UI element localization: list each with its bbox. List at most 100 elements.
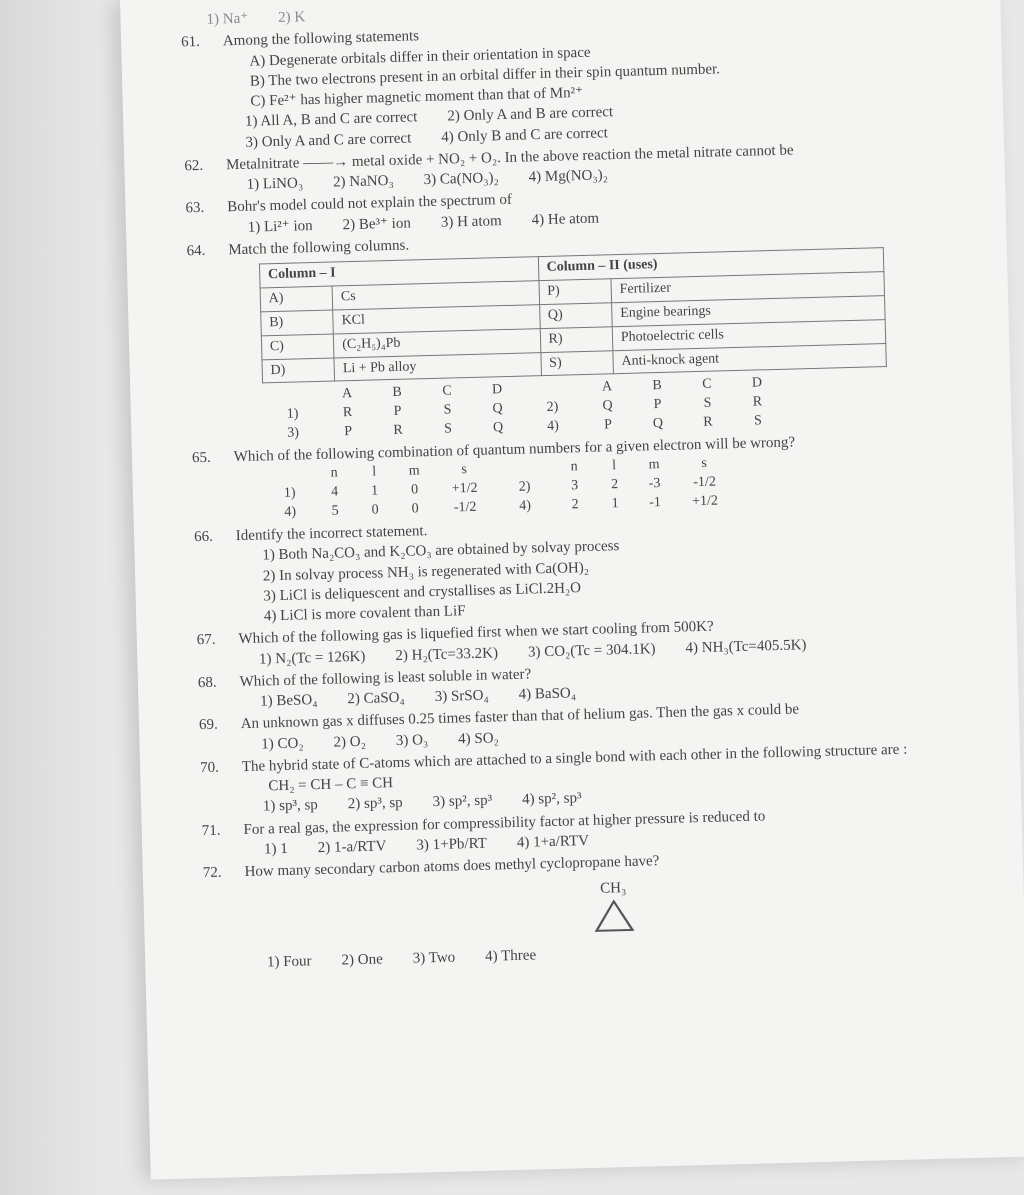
v: 2 [594,476,634,496]
h: C [682,376,732,396]
q69-o2: 2) O₂ [333,731,366,752]
q62-o3: 3) Ca(NO₃)₂ [423,168,499,190]
h: D [732,374,782,394]
v: 3 [554,477,594,497]
h: n [554,458,594,478]
c: Q) [539,303,612,329]
h: A [582,378,632,398]
q62-num: 62. [184,155,223,176]
q70-o2: 2) sp³, sp [348,793,403,815]
h: l [354,463,394,483]
v: -1/2 [435,499,495,519]
h: B [632,377,682,397]
v: P [372,403,422,423]
q67-o2: 2) H₂(Tc=33.2K) [395,643,498,666]
q67-num: 67. [197,630,236,651]
q67-o4: 4) NH₃(Tc=405.5K) [685,635,806,658]
q63-o2: 2) Be³⁺ ion [342,213,411,235]
q69-o1: 1) CO₂ [261,733,304,754]
v: -1/2 [674,473,734,493]
h: m [394,462,434,482]
v: -3 [634,475,674,495]
v: 5 [315,502,355,522]
n: 4) [495,497,555,517]
q61-o3: 3) Only A and C are correct [245,128,411,153]
q68-num: 68. [198,672,237,693]
v: S [423,420,473,440]
v: R [373,421,423,441]
q62-o4: 4) Mg(NO₃)₂ [528,165,608,187]
q60-opt2: 2) K [278,9,305,26]
h: A [322,385,372,405]
q66-num: 66. [194,526,233,547]
q61-o4: 4) Only B and C are correct [441,123,608,148]
q71-o4: 4) 1+a/RTV [517,831,590,853]
q72-o4: 4) Three [485,945,536,967]
c: P) [539,279,612,305]
q67-o3: 3) CO₂(Tc = 304.1K) [528,639,656,663]
c: B) [260,310,333,336]
v: 2 [555,496,595,516]
q72-num: 72. [203,862,242,883]
q69-o4: 4) SO₂ [458,728,499,749]
q70-num: 70. [200,757,239,778]
v: P [632,396,682,416]
q61: 61. Among the following statements A) De… [181,12,964,154]
v: S [682,394,732,414]
q63-o3: 3) H atom [441,211,502,233]
n: 1) [262,405,322,425]
q68-o3: 3) SrSO₄ [434,686,489,708]
q71-o1: 1) 1 [264,839,288,860]
q69-o3: 3) O₃ [396,730,429,751]
v: Q [473,419,523,439]
c: R) [540,326,613,352]
v: +1/2 [675,492,735,512]
q64: 64. Match the following columns. Column … [186,221,971,447]
q60-opt1: 1) Na⁺ [206,11,248,28]
n: 2) [522,398,582,418]
v: 0 [394,481,434,501]
q72-o3: 3) Two [413,947,456,968]
v: Q [582,397,632,417]
q72-o2: 2) One [341,949,383,970]
h: D [472,381,522,401]
c: A) [260,286,333,312]
page-edge [0,0,130,1195]
q62-o1: 1) LiNO₃ [246,173,303,195]
n: 4) [523,417,583,437]
q68-o4: 4) BaSO₄ [518,683,576,705]
n: 2) [494,478,554,498]
q72-structure: CH₃ [245,869,982,947]
v: 1 [595,495,635,515]
v: Q [633,415,683,435]
q63-num: 63. [185,198,224,219]
h: l [594,457,634,477]
h: s [434,461,494,481]
v: 1 [354,482,394,502]
q69-num: 69. [199,714,238,735]
q70-o4: 4) sp², sp³ [522,788,582,810]
q70-o1: 1) sp³, sp [263,795,318,817]
h: B [372,384,422,404]
h: n [314,464,354,484]
h: m [634,456,674,476]
q63-o4: 4) He atom [531,208,599,230]
v: S [422,401,472,421]
q71-num: 71. [202,820,241,841]
q72-o1: 1) Four [267,951,312,972]
n: 1) [265,484,315,504]
v: S [733,412,783,432]
q67-o1: 1) N₂(Tc = 126K) [259,646,366,669]
h: C [422,382,472,402]
v: 4 [314,483,354,503]
v: -1 [635,494,675,514]
q71-o3: 3) 1+Pb/RT [416,833,487,855]
q71-o2: 2) 1-a/RTV [318,836,387,858]
v: 0 [395,500,435,520]
c: S) [540,350,613,376]
v: R [732,393,782,413]
q64-num: 64. [186,240,225,261]
q62-o2: 2) NaNO₃ [333,171,394,193]
v: R [322,404,372,424]
q66: 66. Identify the incorrect statement. 1)… [194,507,976,629]
